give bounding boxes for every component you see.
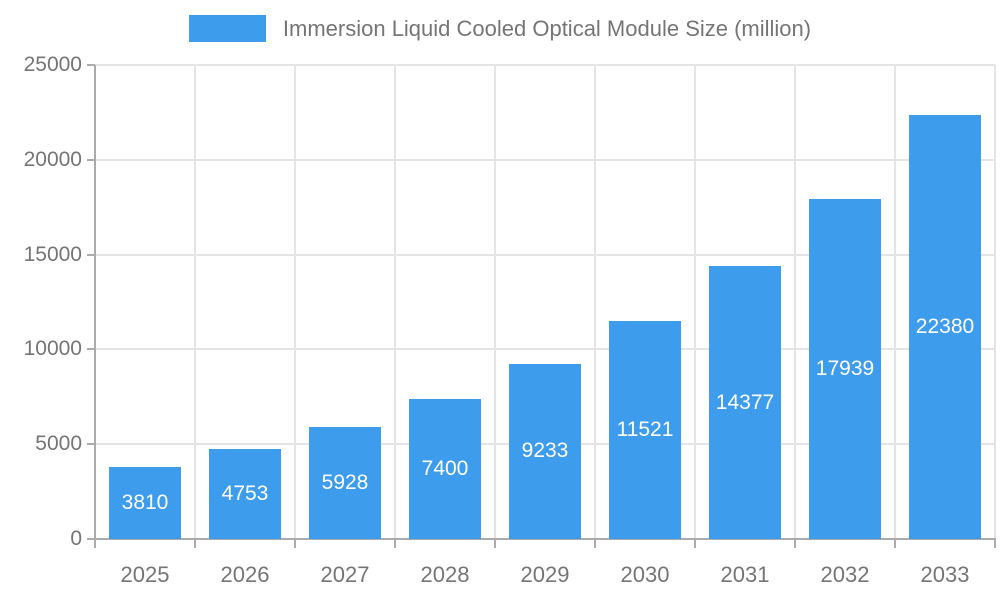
x-axis-tick xyxy=(294,539,296,548)
y-axis-tick xyxy=(87,253,95,256)
x-axis-tick xyxy=(194,539,196,548)
y-tick-label: 0 xyxy=(70,527,82,550)
bar xyxy=(209,448,281,539)
y-tick-label: 10000 xyxy=(23,337,82,361)
x-tick-label: 2026 xyxy=(220,562,270,587)
v-gridline xyxy=(594,65,596,539)
bar xyxy=(809,198,881,539)
h-gridline xyxy=(95,253,995,256)
x-tick-label: 2028 xyxy=(420,562,470,587)
y-axis-tick xyxy=(87,443,95,446)
bar-value-label: 3810 xyxy=(121,490,169,514)
bar xyxy=(609,320,681,539)
x-tick-label: 2032 xyxy=(820,562,870,587)
bar-value-label: 17939 xyxy=(815,356,875,380)
y-axis-tick xyxy=(87,348,95,351)
x-tick-label: 2031 xyxy=(720,562,770,587)
x-axis-tick xyxy=(394,539,396,548)
v-gridline xyxy=(494,65,496,539)
y-tick-label: 20000 xyxy=(23,147,82,171)
x-axis-tick xyxy=(594,539,596,548)
bar-value-label: 11521 xyxy=(616,417,674,441)
x-axis-tick xyxy=(794,539,796,548)
y-axis-line xyxy=(94,65,96,541)
x-axis-tick xyxy=(494,539,496,548)
v-gridline xyxy=(394,65,396,539)
bar-value-label: 4753 xyxy=(221,481,269,505)
v-gridline xyxy=(694,65,696,539)
x-tick-label: 2030 xyxy=(620,562,670,587)
h-gridline xyxy=(95,158,995,161)
bar xyxy=(709,266,781,539)
legend-swatch xyxy=(188,15,266,42)
bar xyxy=(909,114,981,539)
legend-label: Immersion Liquid Cooled Optical Module S… xyxy=(282,15,812,41)
bar xyxy=(409,398,481,539)
x-tick-label: 2029 xyxy=(520,562,570,587)
x-axis-tick xyxy=(894,539,896,548)
x-axis-tick xyxy=(94,539,96,548)
x-tick-label: 2025 xyxy=(120,562,170,587)
bar-value-label: 22380 xyxy=(915,314,975,338)
bar-value-label: 9233 xyxy=(521,439,569,463)
y-tick-label: 25000 xyxy=(23,53,82,76)
v-gridline xyxy=(294,65,296,539)
v-gridline xyxy=(894,65,896,539)
y-tick-label: 15000 xyxy=(23,242,82,266)
bar xyxy=(309,426,381,539)
v-gridline xyxy=(794,65,796,539)
x-tick-label: 2033 xyxy=(920,562,970,587)
h-gridline xyxy=(95,64,995,66)
bar-value-label: 14377 xyxy=(715,390,775,414)
y-axis-tick xyxy=(87,64,95,66)
x-axis-tick xyxy=(994,539,996,548)
bar xyxy=(109,466,181,539)
x-tick-label: 2027 xyxy=(320,562,370,587)
bar-value-label: 5928 xyxy=(321,470,369,494)
bar xyxy=(509,363,581,539)
v-gridline xyxy=(994,65,996,539)
y-axis-tick xyxy=(87,538,95,540)
v-gridline xyxy=(194,65,196,539)
bar-value-label: 7400 xyxy=(421,456,469,480)
x-axis-tick xyxy=(694,539,696,548)
y-axis-tick xyxy=(87,158,95,161)
y-tick-label: 5000 xyxy=(35,432,82,456)
chart-legend[interactable]: Immersion Liquid Cooled Optical Module S… xyxy=(0,15,1000,42)
h-gridline xyxy=(95,348,995,351)
x-axis-line xyxy=(94,538,996,540)
